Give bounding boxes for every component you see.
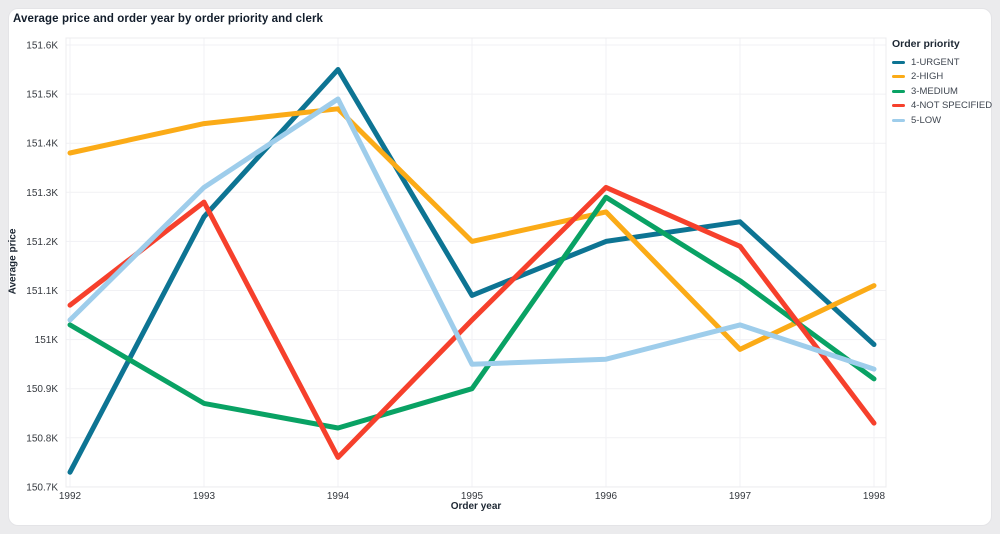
legend-item-4-not-specified[interactable]: 4-NOT SPECIFIED [892, 99, 996, 114]
y-tick-label: 150.7K [26, 482, 58, 493]
x-axis-label: Order year [450, 501, 502, 512]
legend-swatch [892, 89, 905, 93]
legend-item-1-urgent[interactable]: 1-URGENT [892, 55, 996, 70]
legend-label: 2-HIGH [911, 71, 944, 83]
legend-label: 4-NOT SPECIFIED [911, 100, 993, 112]
plot-border [65, 37, 887, 488]
legend-swatch [892, 118, 905, 122]
legend-item-3-medium[interactable]: 3-MEDIUM [892, 84, 996, 99]
legend-title: Order priority [892, 38, 960, 50]
legend-swatch [892, 104, 905, 108]
x-tick-label: 1994 [327, 491, 350, 502]
legend-item-5-low[interactable]: 5-LOW [892, 113, 996, 128]
y-tick-label: 151K [35, 335, 59, 346]
series-line-1-urgent[interactable] [67, 67, 877, 475]
legend-swatch [892, 60, 905, 64]
axis-ticks: 151.6K 151.5K 151.4K 151.3K 151.2K 151.1K 151K… [26, 41, 885, 503]
y-tick-label: 151.3K [26, 188, 58, 199]
y-tick-label: 151.4K [26, 139, 58, 150]
y-tick-label: 151.5K [26, 90, 58, 101]
legend-label: 5-LOW [911, 114, 942, 126]
legend-label: 1-URGENT [911, 56, 960, 68]
y-tick-label: 150.9K [26, 384, 58, 395]
x-tick-label: 1997 [729, 491, 752, 502]
y-tick-label: 151.2K [26, 237, 58, 248]
y-axis-label: Average price [7, 228, 19, 295]
series-line-4-not-specified[interactable] [67, 184, 877, 460]
legend-items: 1-URGENT 2-HIGH 3-MEDIUM 4-NOT SPECIFIED 5-L… [892, 55, 996, 128]
legend-swatch [892, 75, 905, 79]
x-tick-label: 1992 [59, 491, 82, 502]
gridlines [66, 38, 886, 488]
y-tick-label: 151.6K [26, 41, 58, 52]
y-tick-label: 150.8K [26, 433, 58, 444]
chart-title: Average price and order year by order pr… [13, 13, 324, 25]
series-line-2-high[interactable] [67, 106, 877, 352]
legend: Order priority 1-URGENT 2-HIGH 3-MEDIUM 4-N… [892, 38, 996, 128]
legend-item-2-high[interactable]: 2-HIGH [892, 70, 996, 85]
y-tick-label: 151.1K [26, 286, 58, 297]
series-line-5-low[interactable] [67, 96, 877, 372]
x-tick-label: 1995 [461, 491, 484, 502]
x-tick-label: 1998 [863, 491, 886, 502]
legend-label: 3-MEDIUM [911, 85, 958, 97]
x-tick-label: 1993 [193, 491, 216, 502]
series-line-3-medium[interactable] [67, 194, 877, 431]
x-tick-label: 1996 [595, 491, 618, 502]
